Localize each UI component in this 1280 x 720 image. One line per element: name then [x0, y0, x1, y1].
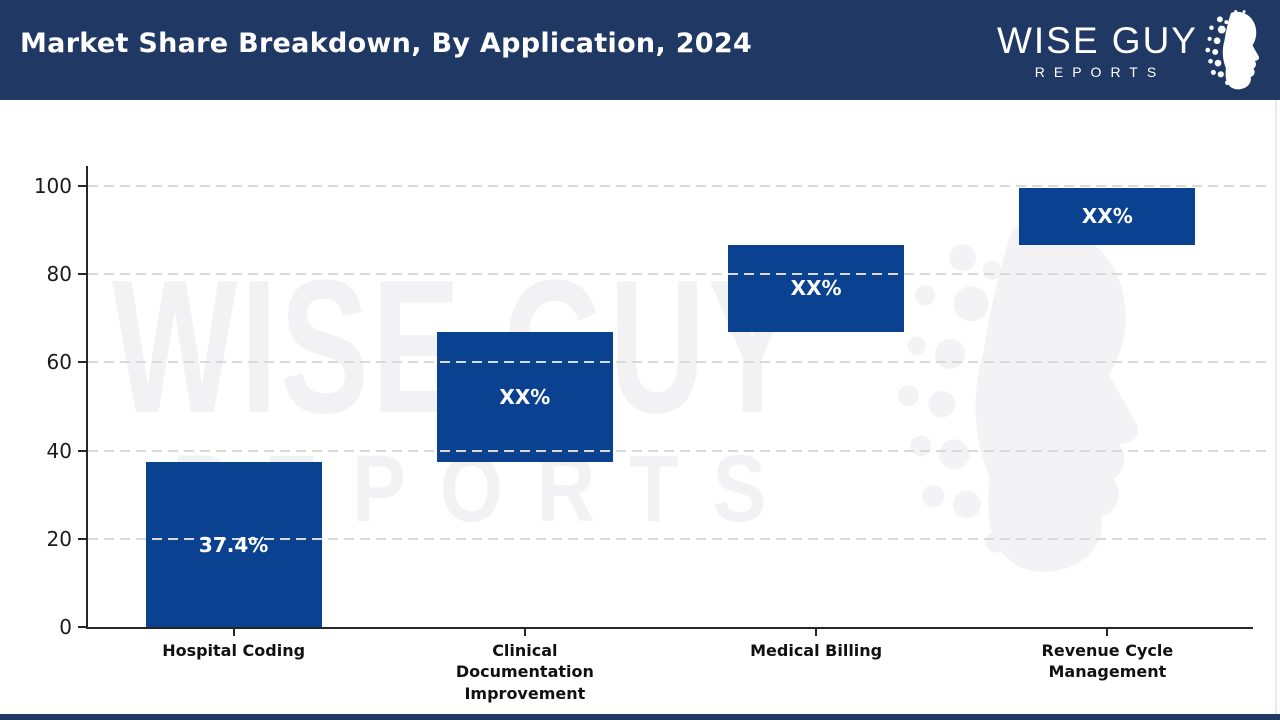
- bar-value-label: XX%: [499, 385, 551, 410]
- brand-logo: WISE GUY REPORTS: [997, 10, 1262, 92]
- y-tick-label: 60: [46, 350, 72, 375]
- bar-hospital-coding: [145, 462, 322, 627]
- x-category-label: Hospital Coding: [162, 641, 306, 660]
- bar-value-label: XX%: [790, 276, 842, 301]
- x-axis-line: [86, 627, 1253, 629]
- footer-bar: [0, 714, 1280, 720]
- x-tick: [232, 629, 235, 636]
- right-border-line: [1275, 100, 1277, 714]
- gridline: [88, 537, 1270, 540]
- gridline: [88, 449, 1270, 452]
- bar-value-label: XX%: [1081, 204, 1133, 229]
- y-axis-line: [86, 166, 88, 629]
- x-category-label: Clinical Documentation Improvement: [455, 641, 594, 703]
- y-tick-label: 100: [33, 174, 72, 198]
- y-tick-label: 0: [59, 615, 72, 639]
- y-tick: [78, 626, 86, 628]
- y-tick: [78, 185, 86, 187]
- y-tick: [78, 449, 86, 452]
- bar-value-label: 37.4%: [198, 532, 269, 557]
- x-tick: [815, 629, 818, 636]
- brand-logo-text: WISE GUY REPORTS: [997, 22, 1198, 80]
- y-tick: [78, 537, 86, 540]
- brand-subtitle: REPORTS: [1034, 64, 1166, 80]
- x-category-label: Revenue Cycle Management: [1041, 641, 1174, 682]
- gridline: [88, 185, 1270, 187]
- brand-name: WISE GUY: [996, 20, 1198, 61]
- x-tick: [1106, 629, 1109, 636]
- bar-clinical-documentation-improvement: [436, 331, 613, 463]
- x-category-label: Medical Billing: [750, 641, 883, 660]
- gridline: [88, 361, 1270, 364]
- gridline: [88, 273, 1270, 276]
- y-tick-label: 80: [46, 262, 72, 287]
- y-tick: [78, 361, 86, 364]
- y-tick: [78, 273, 86, 276]
- x-tick: [523, 629, 526, 636]
- y-tick-label: 20: [46, 526, 72, 551]
- header: Market Share Breakdown, By Application, …: [0, 0, 1280, 100]
- y-tick-label: 40: [46, 438, 72, 463]
- bar-medical-billing: [728, 244, 905, 332]
- page-title: Market Share Breakdown, By Application, …: [20, 28, 753, 60]
